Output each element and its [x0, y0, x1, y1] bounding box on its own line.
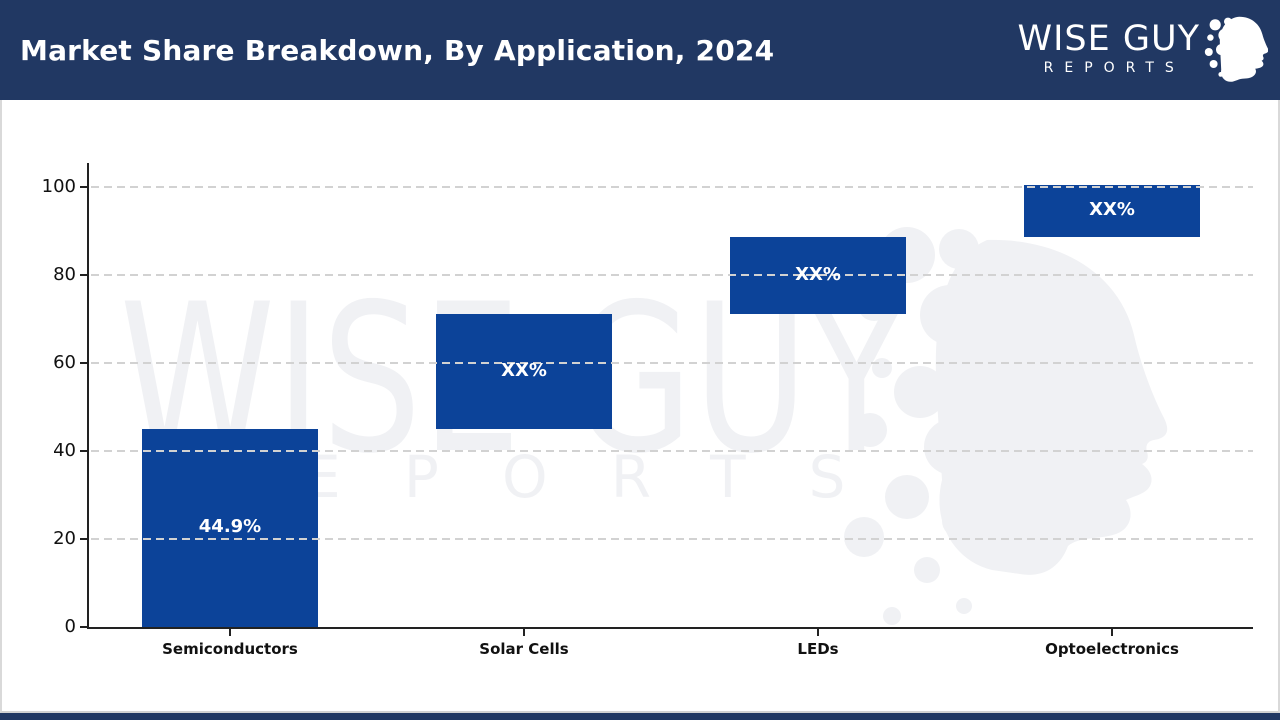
chart-area: WISE GUY REPORTS [0, 100, 1280, 713]
brand-logo: WISE GUY REPORTS [1017, 6, 1268, 90]
brand-subtitle: REPORTS [1043, 60, 1185, 76]
footer-bar [0, 713, 1280, 720]
watermark: WISE GUY REPORTS [120, 227, 1168, 625]
brand-text: WISE GUY REPORTS [1017, 19, 1200, 77]
chart-title: Market Share Breakdown, By Application, … [20, 33, 775, 67]
header-bar: Market Share Breakdown, By Application, … [0, 0, 1280, 100]
brand-name: WISE GUY [1017, 19, 1200, 59]
brand-face-icon [1204, 16, 1268, 82]
